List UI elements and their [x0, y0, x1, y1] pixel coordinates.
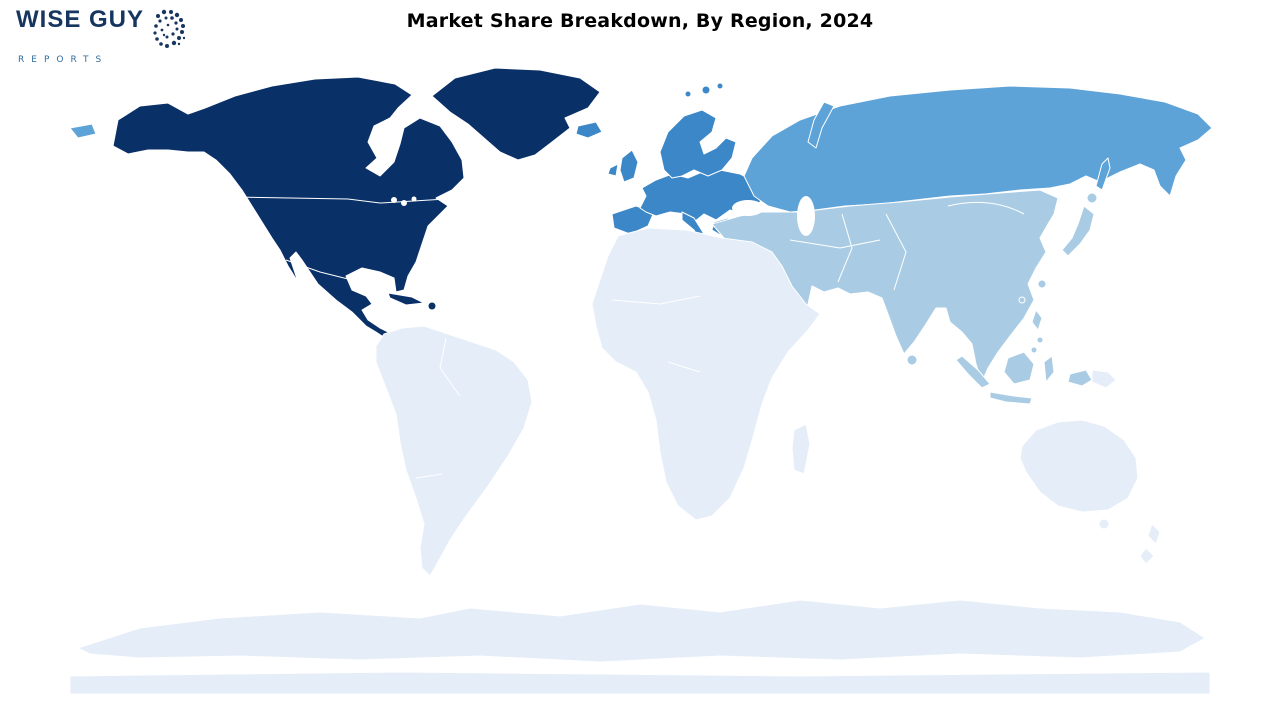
- landmass-sulawesi: [1043, 355, 1055, 383]
- dotted-head-icon: [153, 9, 186, 48]
- landmass-new-guinea-east: [1091, 369, 1117, 389]
- landmass-north-america: [112, 76, 465, 343]
- wise-guy-reports-logo: WISE GUY REPORTS: [16, 8, 188, 65]
- landmass-philippines-2: [1036, 336, 1044, 344]
- landmass-hispaniola: [427, 301, 437, 311]
- great-lake-3: [411, 196, 417, 202]
- page-title: Market Share Breakdown, By Region, 2024: [406, 10, 874, 32]
- landmass-new-zealand-north: [1147, 523, 1161, 545]
- landmass-great-britain: [619, 149, 639, 183]
- landmass-iceland: [575, 121, 603, 139]
- inland-seas: [391, 196, 815, 236]
- landmass-south-america: [375, 325, 533, 577]
- border-mongolia: [947, 201, 1025, 215]
- landmass-svalbard: [701, 85, 711, 95]
- landmass-new-guinea-west: [1067, 369, 1093, 387]
- region-north-america: [112, 67, 601, 343]
- landmass-russia: [743, 85, 1213, 213]
- landmass-greenland: [431, 67, 601, 161]
- border-brazil-west: [439, 337, 461, 397]
- caspian-sea: [797, 196, 815, 236]
- landmass-tasmania: [1098, 518, 1110, 530]
- border-argentina-chile: [415, 473, 443, 479]
- black-sea: [732, 200, 764, 216]
- landmass-svalbard-3: [684, 90, 692, 98]
- region-asia-pacific: [711, 189, 1098, 405]
- border-us-mexico: [285, 259, 349, 280]
- landmass-ireland: [607, 163, 619, 177]
- landmass-svalbard-2: [716, 82, 724, 90]
- great-lake-2: [401, 200, 407, 206]
- landmass-cuba: [387, 292, 425, 306]
- logo-tagline: REPORTS: [18, 55, 109, 65]
- border-central-africa: [667, 361, 701, 373]
- border-india-west: [885, 213, 907, 291]
- landmass-japan: [1061, 205, 1095, 257]
- landmass-new-zealand-south: [1139, 547, 1155, 565]
- landmass-europe-mainland: [639, 169, 763, 223]
- country-borders: [231, 196, 1025, 479]
- landmass-taiwan: [1037, 279, 1047, 289]
- logo-wordmark: WISE GUY: [16, 6, 145, 33]
- landmass-antarctica: [77, 599, 1206, 663]
- landmass-java: [989, 391, 1033, 405]
- landmass-philippines-3: [1030, 346, 1038, 354]
- border-iran-east: [837, 213, 853, 283]
- landmass-chukotka-west-edge: [69, 123, 97, 139]
- border-us-canada: [231, 196, 447, 204]
- landmass-sri-lanka: [906, 354, 918, 366]
- landmass-borneo: [1003, 351, 1035, 385]
- landmass-iberia: [611, 205, 655, 235]
- landmass-hokkaido: [1086, 192, 1098, 204]
- border-sahara: [611, 295, 701, 305]
- landmass-australia: [1019, 419, 1139, 513]
- landmass-sumatra: [955, 355, 991, 389]
- landmass-philippines: [1031, 309, 1043, 331]
- region-rest-of-world: [69, 227, 1211, 695]
- landmass-madagascar: [791, 423, 811, 475]
- landmass-scandinavia: [659, 109, 737, 179]
- border-kazakhstan-south: [789, 239, 881, 249]
- landmass-africa: [591, 227, 821, 521]
- landmass-antarctica-band: [69, 671, 1211, 695]
- great-lake-1: [391, 197, 397, 203]
- landmass-hainan: [1018, 296, 1026, 304]
- landmass-sakhalin: [1095, 157, 1111, 191]
- landmass-novaya-zemlya: [807, 101, 835, 149]
